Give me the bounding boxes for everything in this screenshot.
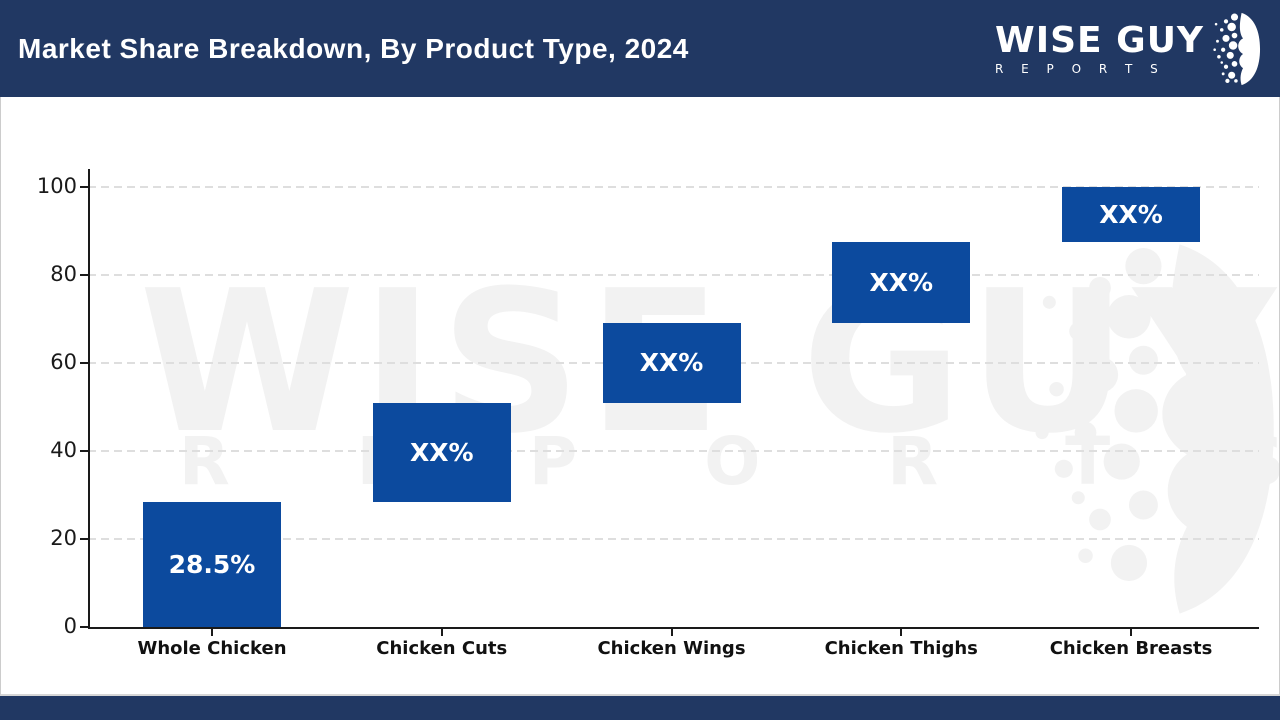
wiseguy-logo: WISE GUY R E P O R T S <box>995 10 1262 88</box>
gridline-80 <box>88 274 1259 276</box>
x-category-label: Chicken Thighs <box>824 638 978 659</box>
y-axis-line <box>88 169 90 629</box>
y-tick-60 <box>80 362 88 364</box>
y-tick-80 <box>80 274 88 276</box>
bar-value-label: XX% <box>409 437 474 467</box>
wiseguy-face-logo-icon <box>1213 12 1261 85</box>
gridline-20 <box>88 538 1259 540</box>
x-tick <box>670 629 673 636</box>
y-tick-label: 40 <box>50 438 77 462</box>
header-bar: Market Share Breakdown, By Product Type,… <box>0 0 1280 97</box>
bar-chicken-breasts: XX% <box>1062 187 1200 242</box>
bar-value-label: XX% <box>869 268 934 298</box>
x-category-label: Chicken Breasts <box>1049 638 1213 659</box>
x-tick <box>211 629 213 636</box>
bar-chicken-wings: XX% <box>602 323 741 403</box>
gridline-100 <box>88 186 1259 188</box>
gridline-40 <box>88 450 1259 452</box>
footer-bar <box>0 696 1280 720</box>
y-tick-100 <box>80 186 88 188</box>
y-tick-label: 0 <box>63 614 77 638</box>
bar-chicken-thighs: XX% <box>832 242 971 324</box>
logo-wordmark: WISE GUY <box>994 19 1204 61</box>
x-category-label: Chicken Cuts <box>376 638 508 659</box>
y-tick-label: 80 <box>50 262 77 286</box>
y-tick-label: 20 <box>50 526 77 550</box>
chart-area: WISE GUY R E P O R T S 0 20 40 60 80 100 28.5%… <box>0 97 1280 696</box>
y-tick-label: 100 <box>36 174 77 198</box>
x-category-label: Chicken Wings <box>597 638 746 659</box>
watermark-face-icon <box>1035 244 1274 614</box>
watermark-subtitle: R E P O R T S <box>179 423 1280 500</box>
x-axis-line <box>88 627 1259 629</box>
bar-whole-chicken: 28.5% <box>143 501 281 627</box>
x-tick <box>900 629 903 636</box>
y-tick-label: 60 <box>50 350 77 374</box>
bar-value-label: XX% <box>639 348 704 378</box>
bar-value-label: 28.5% <box>168 549 256 579</box>
x-tick <box>1130 629 1132 636</box>
wiseguy-logo-text: WISE GUY R E P O R T S <box>994 19 1204 76</box>
x-tick <box>440 629 443 636</box>
page-title: Market Share Breakdown, By Product Type,… <box>18 32 689 64</box>
logo-subtitle: R E P O R T S <box>994 61 1165 76</box>
y-tick-20 <box>80 538 88 540</box>
plot-region: 0 20 40 60 80 100 28.5% Whole Chicken XX% Chicken… <box>1 97 1279 694</box>
bar-chicken-cuts: XX% <box>372 402 511 502</box>
y-tick-40 <box>80 450 88 452</box>
bar-value-label: XX% <box>1099 200 1163 229</box>
x-category-label: Whole Chicken <box>137 638 287 659</box>
y-tick-0 <box>80 626 88 628</box>
